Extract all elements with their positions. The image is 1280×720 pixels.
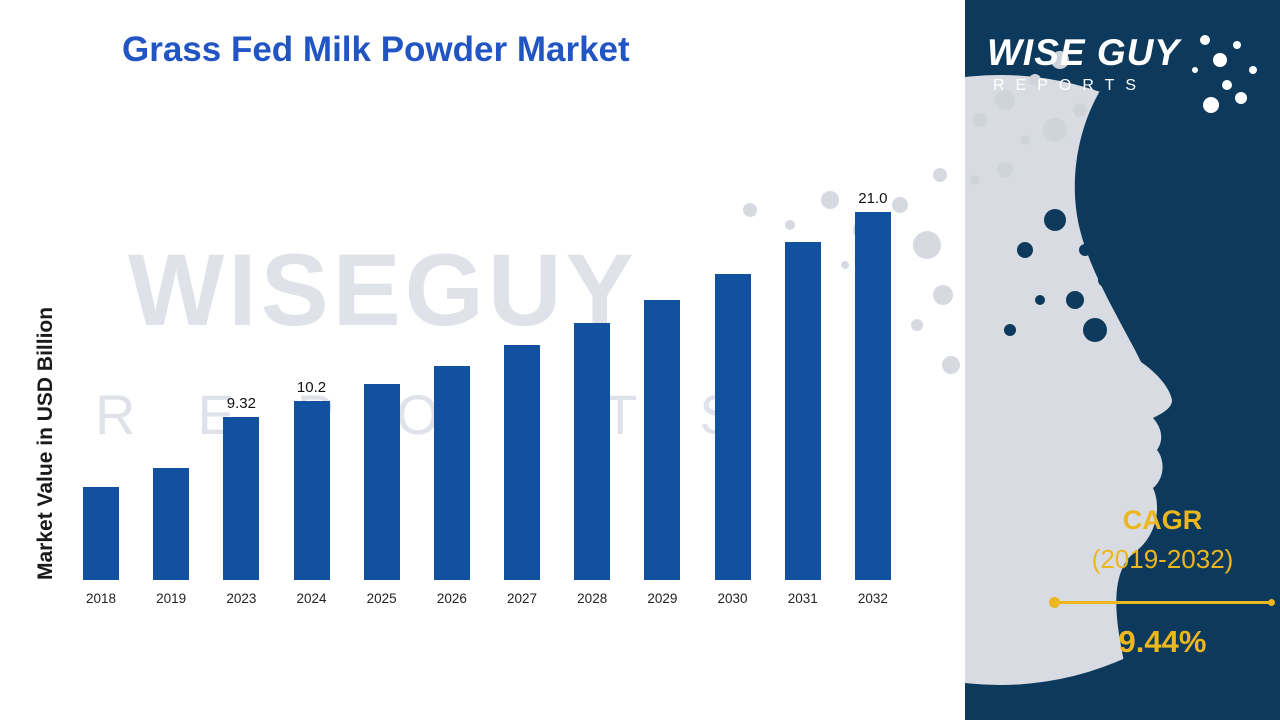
x-tick-label-2030: 2030 (717, 591, 748, 606)
bar-value-label-2024: 10.2 (296, 379, 327, 396)
bar-2023 (223, 417, 260, 580)
cagr-block: CAGR (2019-2032) 9.44% (1049, 505, 1275, 660)
cagr-divider (1049, 597, 1275, 608)
x-tick-label-2023: 2023 (226, 591, 257, 606)
bar-slot-2026: 2026 (432, 160, 472, 606)
bar-value-label-2023: 9.32 (226, 395, 256, 412)
bar-slot-2029: 2029 (642, 160, 682, 606)
bar-2018 (83, 487, 119, 580)
logo: WISE GUY REPORTS (987, 32, 1272, 95)
cagr-label: CAGR (1122, 505, 1203, 535)
bar-2029 (644, 300, 681, 580)
x-tick-label-2026: 2026 (436, 591, 467, 606)
bar-slot-2023: 9.32 2023 (221, 160, 261, 606)
x-tick-label-2032: 2032 (857, 591, 888, 606)
page-title: Grass Fed Milk Powder Market (122, 30, 630, 69)
bar-2027 (504, 345, 541, 580)
bar-slot-2027: 2027 (502, 160, 542, 606)
bar-2032 (854, 212, 891, 580)
bar-slot-2024: 10.2 2024 (292, 160, 332, 606)
bar-2024 (293, 401, 330, 580)
brand-panel: WISE GUY REPORTS CAGR (2019-2032) 9.44% (965, 0, 1280, 720)
bar-plot: 2018 2019 9.32 2023 10.2 2024 2025 2026 2027 2028… (81, 160, 893, 606)
bar-slot-2028: 2028 (572, 160, 612, 606)
logo-subtitle: REPORTS (993, 77, 1148, 94)
x-tick-label-2025: 2025 (366, 591, 397, 606)
x-tick-label-2029: 2029 (647, 591, 678, 606)
bar-slot-2030: 2030 (713, 160, 753, 606)
bar-2031 (784, 242, 821, 580)
bar-slot-2019: 2019 (151, 160, 191, 606)
cagr-range: (2019-2032) (1091, 544, 1234, 574)
cagr-value: 9.44% (1118, 624, 1207, 659)
divider-dot-left (1049, 597, 1060, 608)
x-tick-label-2027: 2027 (507, 591, 538, 606)
y-axis-label: Market Value in USD Billion (34, 306, 57, 580)
bar-slot-2031: 2031 (783, 160, 823, 606)
bar-2028 (574, 323, 611, 580)
bar-2019 (153, 468, 190, 580)
x-tick-label-2031: 2031 (787, 591, 818, 606)
bar-2030 (714, 274, 751, 580)
bar-2026 (433, 366, 470, 580)
bar-value-label-2032: 21.0 (858, 190, 888, 207)
divider-dot-right (1268, 599, 1275, 606)
x-tick-label-2018: 2018 (85, 591, 117, 606)
logo-name: WISE GUY (987, 32, 1181, 73)
bar-slot-2032: 21.0 2032 (853, 160, 893, 606)
face-graphic (965, 0, 1280, 720)
x-tick-label-2019: 2019 (156, 591, 187, 606)
bar-2025 (363, 384, 400, 580)
x-tick-label-2028: 2028 (577, 591, 608, 606)
bar-slot-2025: 2025 (362, 160, 402, 606)
bar-slot-2018: 2018 (81, 160, 121, 606)
chart-area: Grass Fed Milk Powder Market WISEGUY REP… (34, 30, 960, 606)
x-tick-label-2024: 2024 (296, 591, 327, 606)
